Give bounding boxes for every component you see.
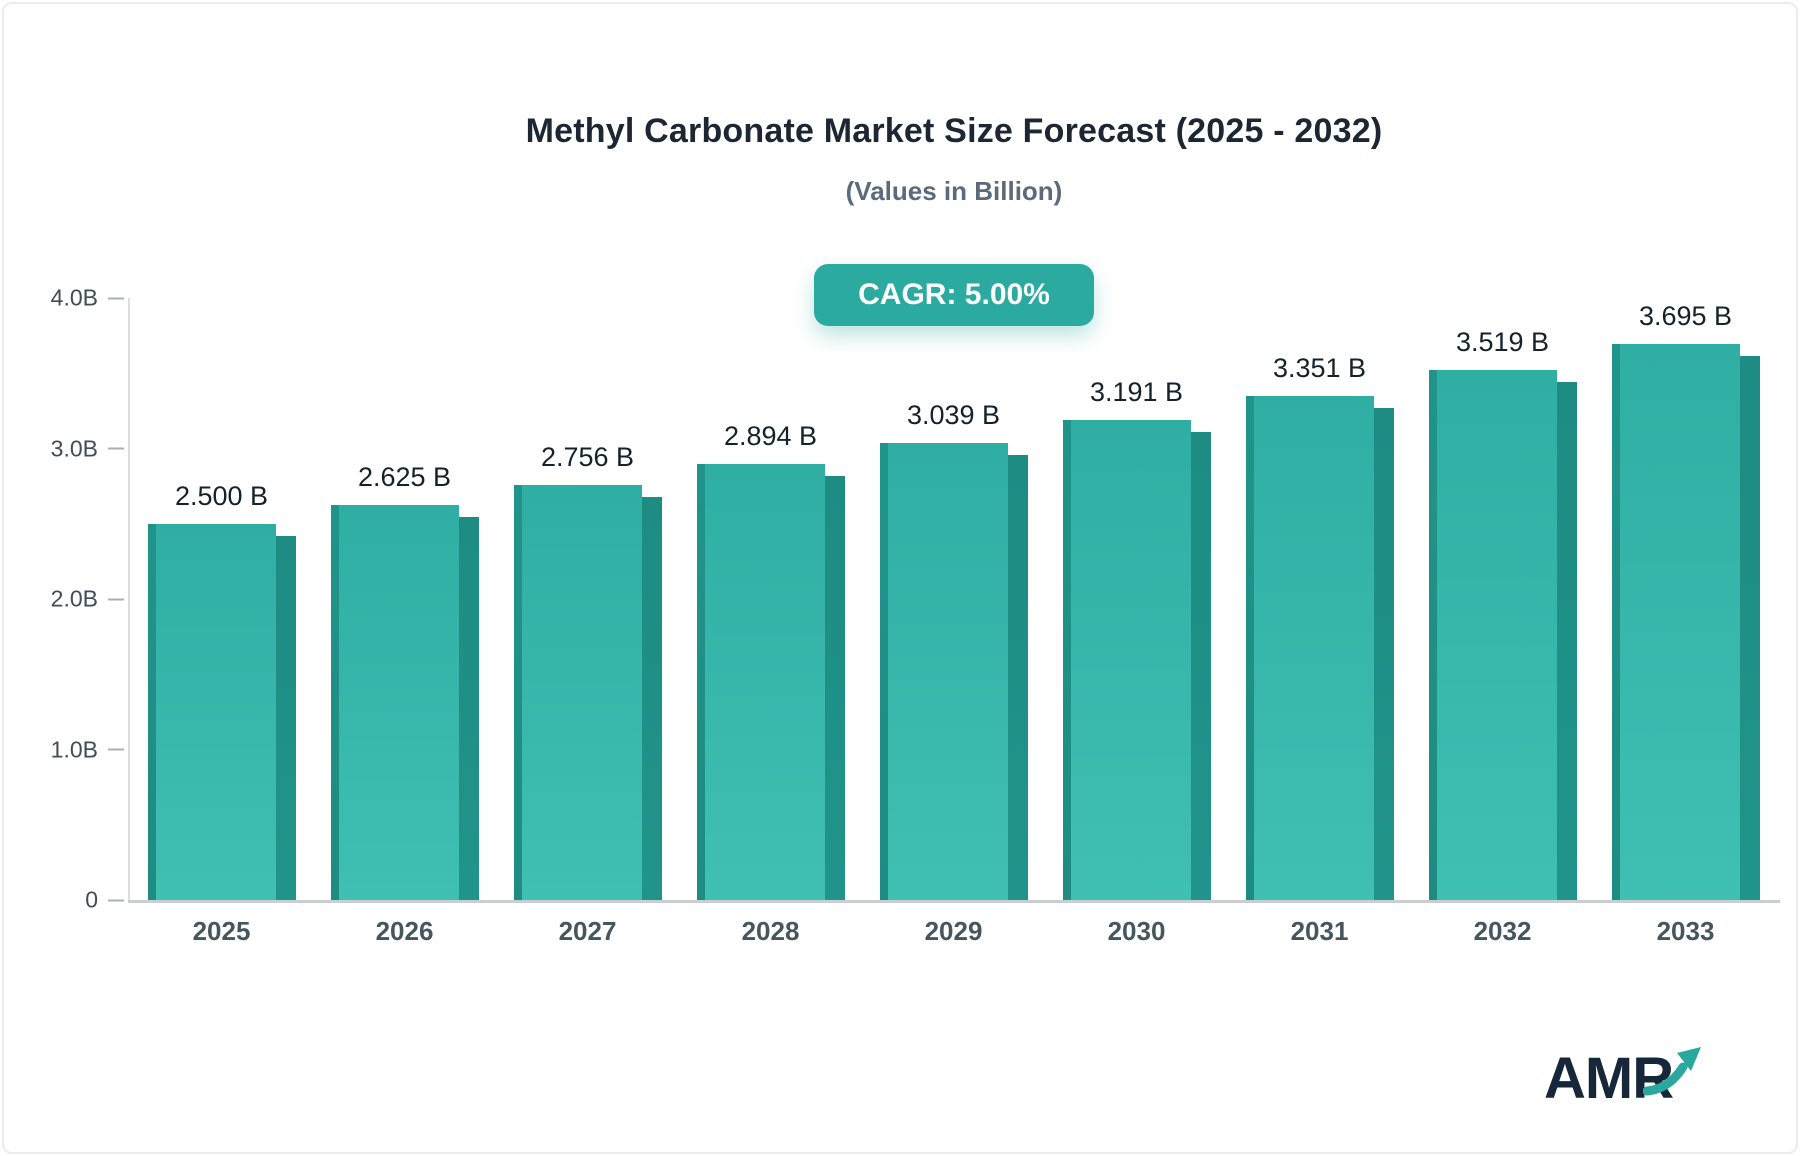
bar-2031 xyxy=(1245,396,1394,900)
x-axis-label: 2029 xyxy=(924,916,983,946)
bar-value-label: 3.351 B xyxy=(1272,353,1367,383)
bar-face xyxy=(704,464,825,900)
y-axis-tick: 4.0B xyxy=(51,285,124,312)
bar-left-edge xyxy=(147,524,156,900)
tick-mark xyxy=(108,748,124,751)
y-tick-label: 0 xyxy=(85,886,98,913)
y-tick-label: 1.0B xyxy=(50,736,98,762)
bar-left-edge xyxy=(513,485,522,900)
bar-group: 2.894 B xyxy=(679,298,862,900)
y-axis-line xyxy=(128,298,130,900)
bar-face xyxy=(1436,370,1557,900)
bar-group: 2.756 B xyxy=(496,298,679,900)
bar-group: 3.039 B xyxy=(862,298,1045,900)
bar-2028 xyxy=(696,464,845,900)
tick-mark xyxy=(108,297,124,299)
bar-group: 3.695 B xyxy=(1594,298,1777,900)
x-axis-label: 2030 xyxy=(1107,916,1166,946)
cagr-badge: CAGR: 5.00% xyxy=(814,264,1094,326)
chart-subtitle: (Values in Billion) xyxy=(845,176,1063,206)
bar-2025 xyxy=(147,524,296,900)
bar-value-label: 2.625 B xyxy=(357,462,452,492)
bar-right-side xyxy=(824,476,845,900)
logo-growth-arrow-icon xyxy=(1643,1047,1702,1096)
x-axis-label: 2026 xyxy=(375,916,434,946)
bar-left-edge xyxy=(879,443,888,900)
bar-face xyxy=(1619,344,1740,900)
bar-face xyxy=(1253,396,1374,900)
y-axis-tick: 3.0B xyxy=(51,435,124,462)
y-axis-tick: 2.0B xyxy=(51,586,124,613)
bar-group: 3.351 B xyxy=(1228,298,1411,900)
bar-value-label: 3.039 B xyxy=(906,400,1001,430)
bar-value-label: 2.756 B xyxy=(540,442,635,472)
bar-face xyxy=(155,524,276,900)
bar-2030 xyxy=(1062,420,1211,900)
chart-title: Methyl Carbonate Market Size Forecast (2… xyxy=(525,112,1383,150)
plot-area: 2.500 B 2.625 B 2.756 B 2.894 B 3.039 B 3.191… xyxy=(130,298,1778,900)
bar-value-label: 3.519 B xyxy=(1455,327,1550,357)
bar-face xyxy=(1070,420,1191,900)
x-axis: 2025 2026 2027 2028 2029 2030 2031 2032 2033 xyxy=(130,916,1778,947)
bar-2032 xyxy=(1428,370,1577,900)
bar-value-label: 2.500 B xyxy=(174,481,269,511)
bar-group: 3.519 B xyxy=(1411,298,1594,900)
bar-value-label: 3.695 B xyxy=(1638,301,1733,331)
bar-right-side xyxy=(458,517,479,900)
bar-face xyxy=(521,485,642,900)
x-axis-line xyxy=(128,900,1780,903)
bar-right-side xyxy=(641,497,662,900)
bar-2026 xyxy=(330,505,479,900)
bar-right-side xyxy=(1190,432,1211,900)
tick-mark xyxy=(108,447,124,450)
bar-right-side xyxy=(1373,408,1394,900)
y-axis-tick: 1.0B xyxy=(51,736,124,763)
bar-right-side xyxy=(1007,455,1028,900)
bar-left-edge xyxy=(696,464,705,900)
bar-left-edge xyxy=(1428,370,1437,900)
bar-group: 3.191 B xyxy=(1045,298,1228,900)
x-axis-label: 2032 xyxy=(1473,916,1532,946)
bar-2033 xyxy=(1611,344,1760,900)
y-tick-label: 4.0B xyxy=(50,284,98,311)
bar-2029 xyxy=(879,443,1028,900)
bar-left-edge xyxy=(1611,344,1620,900)
bar-face xyxy=(887,443,1008,900)
bar-right-side xyxy=(275,536,296,900)
tick-mark xyxy=(108,598,124,600)
bar-left-edge xyxy=(1245,396,1254,900)
x-axis-label: 2033 xyxy=(1656,916,1715,946)
bar-right-side xyxy=(1556,382,1577,900)
x-axis-label: 2025 xyxy=(192,916,251,946)
y-axis-tick: 0 xyxy=(85,887,124,914)
bar-2027 xyxy=(513,485,662,900)
y-tick-label: 2.0B xyxy=(50,585,98,612)
x-axis-label: 2031 xyxy=(1290,916,1349,946)
y-axis: 0 1.0B 2.0B 3.0B 4.0B xyxy=(4,285,124,913)
tick-mark xyxy=(108,899,124,901)
x-axis-label: 2027 xyxy=(558,916,617,946)
bar-group: 2.500 B xyxy=(130,298,313,900)
x-axis-label: 2028 xyxy=(741,916,800,946)
amr-logo-text: AMR xyxy=(1544,1045,1674,1111)
bar-left-edge xyxy=(330,505,339,900)
y-tick-label: 3.0B xyxy=(50,435,98,461)
amr-logo: AMR xyxy=(1544,1040,1707,1116)
bar-right-side xyxy=(1739,356,1760,900)
bar-left-edge xyxy=(1062,420,1071,900)
bar-face xyxy=(338,505,459,900)
bar-value-label: 2.894 B xyxy=(723,421,818,451)
bar-group: 2.625 B xyxy=(313,298,496,900)
bar-value-label: 3.191 B xyxy=(1089,377,1184,407)
